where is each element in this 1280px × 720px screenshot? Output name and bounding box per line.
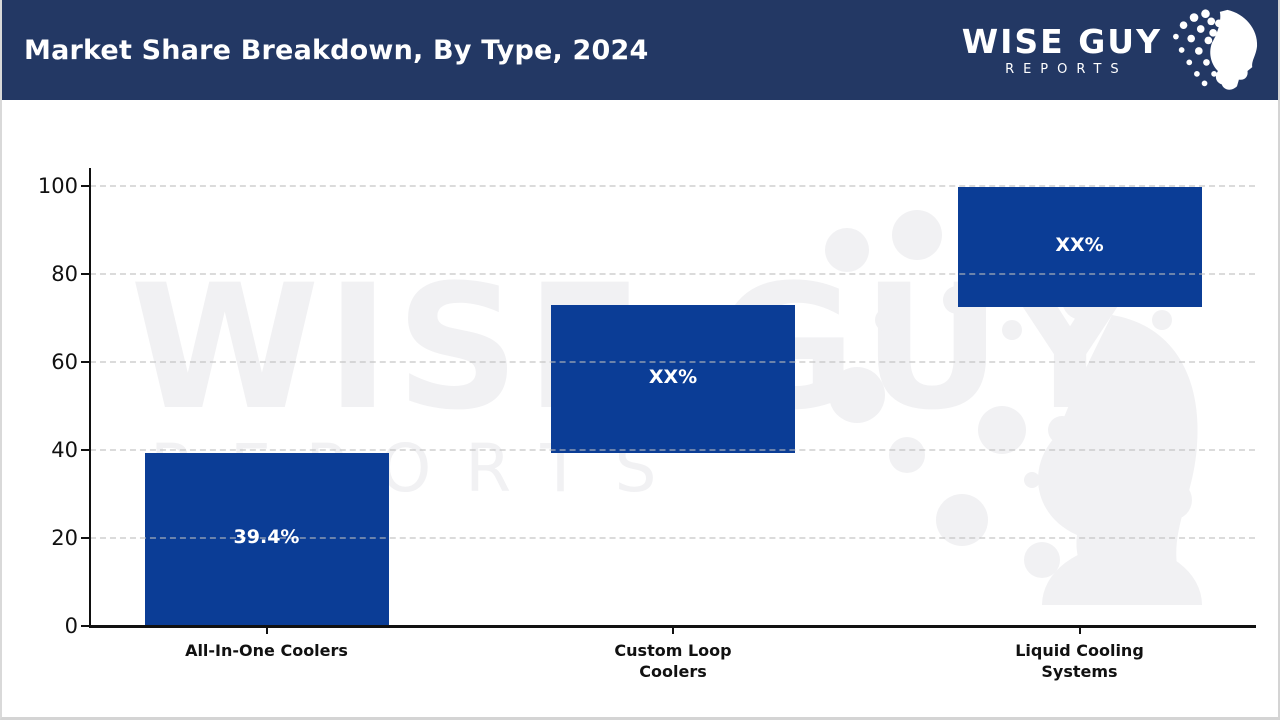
y-axis-tick-label: 20 <box>51 526 78 550</box>
x-tick-mark <box>265 626 268 634</box>
y-tick-mark <box>81 537 90 539</box>
brand-logo-text: WISE GUY REPORTS <box>962 25 1162 76</box>
y-axis-line <box>89 168 91 628</box>
brand-name: WISE GUY <box>961 21 1162 61</box>
brand-subname: REPORTS <box>1005 61 1128 77</box>
dotted-head-icon <box>1173 9 1258 90</box>
y-gridline <box>90 185 1255 187</box>
bar-segment <box>144 452 389 626</box>
bar-value-label: XX% <box>648 365 698 388</box>
y-tick-mark <box>81 185 90 187</box>
bar-value-label: XX% <box>1055 233 1104 256</box>
header-bar: Market Share Breakdown, By Type, 2024 WI… <box>2 0 1278 100</box>
y-axis-tick-label: 80 <box>51 262 78 286</box>
x-axis-category-label: All-In-One Coolers <box>185 641 348 660</box>
page-title: Market Share Breakdown, By Type, 2024 <box>24 34 649 66</box>
y-axis-tick-label: 0 <box>64 614 78 638</box>
y-tick-mark <box>81 449 90 451</box>
x-tick-mark <box>672 626 674 634</box>
y-tick-mark <box>81 361 90 363</box>
y-gridline <box>90 537 1255 539</box>
x-axis-category-label: Liquid Cooling Systems <box>1015 641 1144 682</box>
y-gridline <box>90 361 1255 363</box>
y-axis-tick-label: 60 <box>51 350 78 374</box>
bar-value-label: 39.4% <box>233 526 300 549</box>
y-axis-tick-label: 100 <box>37 174 78 198</box>
watermark-dotted-head <box>825 210 1202 605</box>
x-tick-mark <box>1078 626 1081 634</box>
bar-segment <box>957 187 1202 307</box>
x-axis-category-label: Custom Loop Coolers <box>614 641 732 682</box>
bar-segment <box>551 305 795 453</box>
brand-logo: WISE GUY REPORTS <box>962 8 1278 92</box>
y-tick-mark <box>81 625 90 627</box>
y-axis-tick-label: 40 <box>51 438 78 462</box>
y-tick-mark <box>81 273 90 275</box>
y-gridline <box>90 273 1255 275</box>
y-gridline <box>90 449 1255 451</box>
